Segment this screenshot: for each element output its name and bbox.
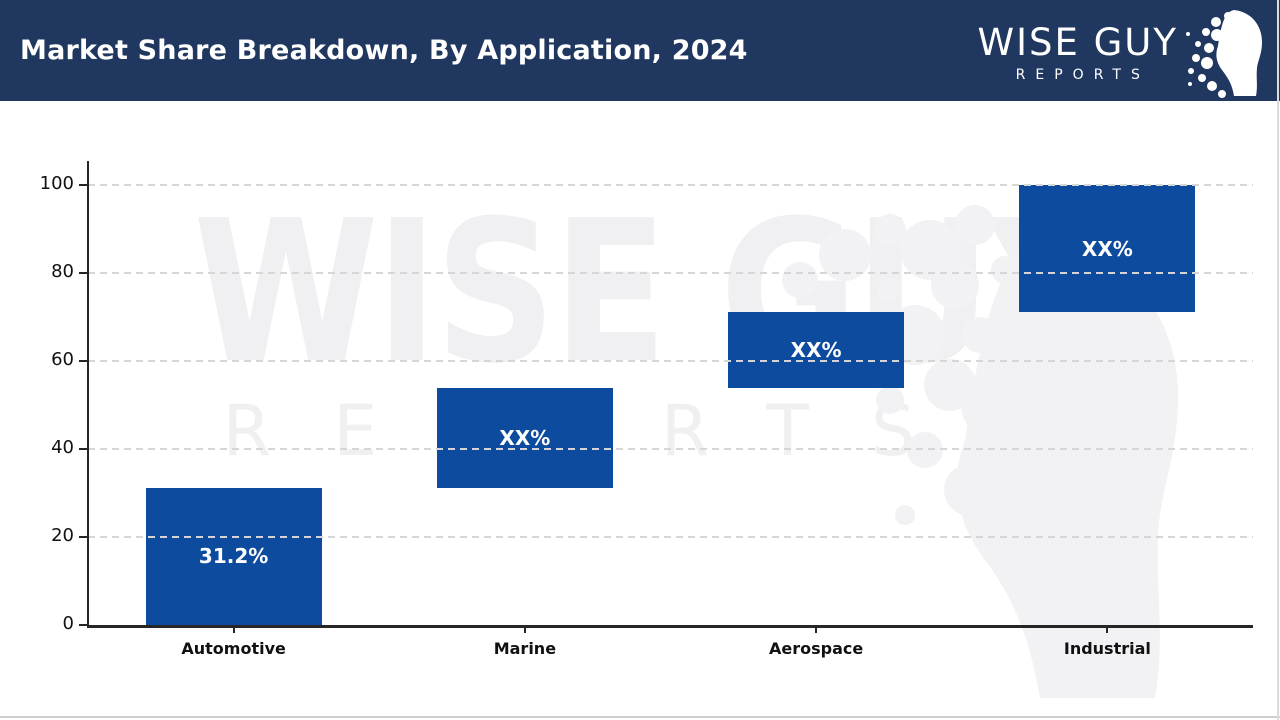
bar-value-label: XX% — [790, 337, 842, 362]
x-tick-mark — [1106, 627, 1109, 633]
gridline-y-60 — [88, 360, 1253, 362]
waterfall-chart: 0 20 40 60 80 100 31.2% XX% XX% XX% Automotive Mari… — [0, 101, 1280, 720]
y-tick-label: 0 — [62, 613, 74, 634]
logo-text: WISE GUY REPORTS — [977, 20, 1178, 85]
y-tick-mark — [79, 448, 87, 450]
y-tick-mark — [79, 536, 87, 538]
category-label-automotive: Automotive — [181, 639, 286, 658]
y-tick-label: 100 — [39, 173, 74, 194]
bar-value-label: XX% — [1081, 236, 1133, 261]
bar-aerospace: XX% — [728, 312, 905, 388]
logo-face-icon — [1186, 9, 1262, 98]
x-tick-mark — [523, 627, 526, 633]
page-right-border — [1277, 0, 1279, 720]
wise-guy-reports-logo: WISE GUY REPORTS — [978, 6, 1266, 101]
bar-value-label: XX% — [499, 425, 551, 450]
bar-value-label: 31.2% — [198, 544, 269, 569]
x-axis-spine — [87, 625, 1253, 628]
y-tick-label: 40 — [51, 437, 74, 458]
page-bottom-border — [0, 716, 1280, 718]
category-label-marine: Marine — [493, 639, 557, 658]
y-tick-label: 20 — [51, 525, 74, 546]
bar-automotive: 31.2% — [145, 487, 322, 625]
y-tick-mark — [79, 360, 87, 362]
y-tick-label: 80 — [51, 261, 74, 282]
header-bar: Market Share Breakdown, By Application, … — [0, 0, 1280, 101]
logo-subtitle: REPORTS — [1015, 66, 1150, 83]
category-label-aerospace: Aerospace — [769, 639, 864, 658]
y-axis-spine — [87, 161, 89, 627]
gridline-y-100 — [88, 184, 1253, 186]
logo-wordmark: WISE GUY — [977, 20, 1178, 64]
x-tick-mark — [815, 627, 818, 633]
y-tick-label: 60 — [51, 349, 74, 370]
bar-marine: XX% — [436, 387, 613, 488]
y-tick-mark — [79, 272, 87, 274]
gridline-y-80 — [88, 272, 1253, 274]
y-tick-mark — [79, 184, 87, 186]
gridline-y-40 — [88, 448, 1253, 450]
y-tick-mark — [79, 624, 87, 626]
page-title: Market Share Breakdown, By Application, … — [20, 35, 748, 66]
x-tick-mark — [232, 627, 235, 633]
gridline-y-20 — [88, 536, 1253, 538]
bar-industrial: XX% — [1019, 185, 1196, 313]
category-label-industrial: Industrial — [1063, 639, 1151, 658]
